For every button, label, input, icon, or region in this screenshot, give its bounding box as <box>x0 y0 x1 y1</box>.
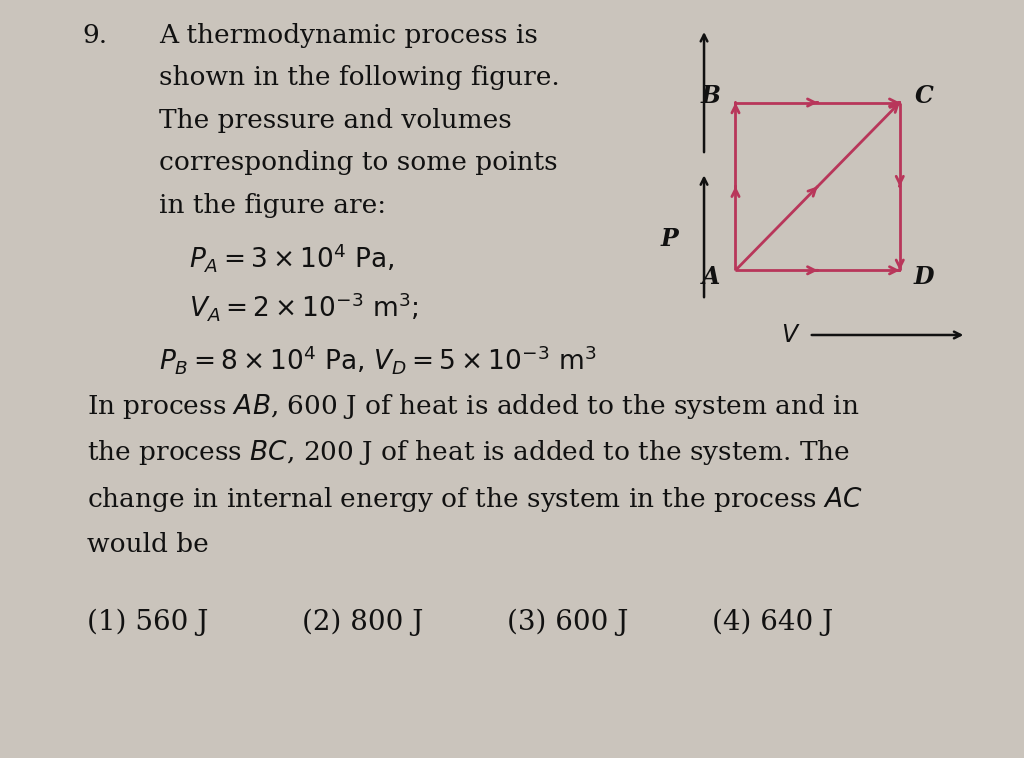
Text: P: P <box>660 227 678 251</box>
Text: B: B <box>701 83 721 108</box>
Text: in the figure are:: in the figure are: <box>159 193 386 218</box>
Text: the process $BC$, 200 J of heat is added to the system. The: the process $BC$, 200 J of heat is added… <box>87 438 850 468</box>
Text: A thermodynamic process is: A thermodynamic process is <box>159 23 538 48</box>
Text: $P_B=8\times10^4$ Pa, $V_D=5\times10^{-3}$ m$^3$: $P_B=8\times10^4$ Pa, $V_D=5\times10^{-3… <box>159 343 596 376</box>
Text: change in internal energy of the system in the process $AC$: change in internal energy of the system … <box>87 485 863 514</box>
Text: 9.: 9. <box>82 23 108 48</box>
Text: D: D <box>914 265 935 290</box>
Text: (4) 640 J: (4) 640 J <box>712 609 833 636</box>
Text: A: A <box>701 265 720 290</box>
Text: C: C <box>914 83 934 108</box>
Text: $V_A=2\times10^{-3}$ m$^3$;: $V_A=2\times10^{-3}$ m$^3$; <box>189 290 419 323</box>
Text: In process $AB$, 600 J of heat is added to the system and in: In process $AB$, 600 J of heat is added … <box>87 392 859 421</box>
Text: (1) 560 J: (1) 560 J <box>87 609 209 636</box>
Text: (3) 600 J: (3) 600 J <box>507 609 629 636</box>
Text: The pressure and volumes: The pressure and volumes <box>159 108 511 133</box>
Text: $V$: $V$ <box>780 323 800 347</box>
Text: (2) 800 J: (2) 800 J <box>302 609 424 636</box>
Text: $P_A=3\times10^4$ Pa,: $P_A=3\times10^4$ Pa, <box>189 241 395 274</box>
Text: would be: would be <box>87 532 209 557</box>
Text: shown in the following figure.: shown in the following figure. <box>159 65 559 90</box>
Text: corresponding to some points: corresponding to some points <box>159 150 557 175</box>
